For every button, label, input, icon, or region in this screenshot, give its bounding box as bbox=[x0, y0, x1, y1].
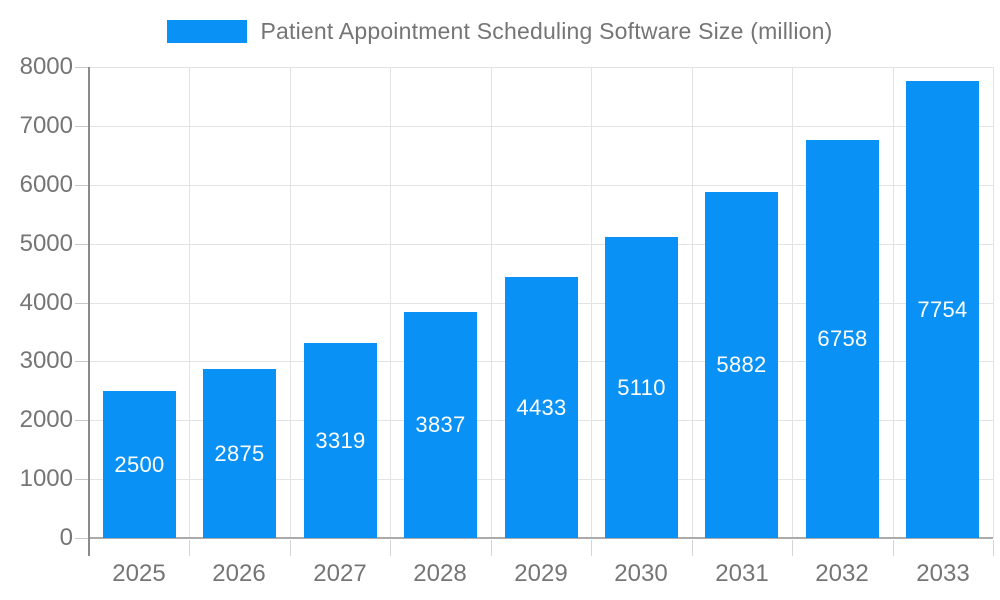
y-axis-tick bbox=[75, 185, 89, 186]
x-axis-category-label: 2030 bbox=[614, 560, 668, 587]
x-axis-tick bbox=[290, 540, 291, 556]
x-axis-category-label: 2031 bbox=[715, 560, 769, 587]
x-axis-category-label: 2028 bbox=[413, 560, 467, 587]
bar-2027[interactable]: 3319 bbox=[304, 343, 377, 538]
y-axis-tick-label: 2000 bbox=[19, 406, 73, 433]
x-gridline bbox=[692, 67, 693, 538]
x-gridline bbox=[189, 67, 190, 538]
bar-2031[interactable]: 5882 bbox=[705, 192, 778, 538]
x-gridline bbox=[993, 67, 994, 538]
x-axis-tick bbox=[591, 540, 592, 556]
y-axis-tick-label: 8000 bbox=[19, 53, 73, 80]
bar-2025[interactable]: 2500 bbox=[103, 391, 176, 538]
x-axis-category-label: 2029 bbox=[514, 560, 568, 587]
x-gridline bbox=[491, 67, 492, 538]
y-gridline bbox=[89, 185, 993, 186]
x-axis-line bbox=[89, 537, 993, 539]
bar-value-label: 3837 bbox=[415, 412, 466, 437]
x-axis-category-label: 2033 bbox=[916, 560, 970, 587]
x-axis-category-label: 2032 bbox=[815, 560, 869, 587]
x-axis-category-label: 2026 bbox=[212, 560, 266, 587]
y-axis-tick bbox=[75, 479, 89, 480]
bar-value-label: 7754 bbox=[917, 296, 968, 322]
x-gridline bbox=[390, 67, 391, 538]
bar-value-label: 2875 bbox=[214, 440, 265, 466]
y-axis-tick-label: 4000 bbox=[19, 289, 73, 316]
legend-item[interactable]: Patient Appointment Scheduling Software … bbox=[0, 18, 1000, 45]
y-axis-tick bbox=[75, 538, 89, 539]
x-axis-tick bbox=[993, 540, 994, 556]
x-axis-tick bbox=[390, 540, 391, 556]
bar-value-label: 5110 bbox=[617, 374, 666, 400]
x-axis-tick bbox=[893, 540, 894, 556]
y-axis-tick bbox=[75, 361, 89, 362]
y-axis-line bbox=[88, 67, 90, 556]
bar-2032[interactable]: 6758 bbox=[806, 140, 879, 538]
y-axis-tick-label: 1000 bbox=[19, 465, 73, 492]
y-gridline bbox=[89, 126, 993, 127]
y-axis-tick bbox=[75, 303, 89, 304]
x-gridline bbox=[792, 67, 793, 538]
bar-value-label: 3319 bbox=[315, 427, 366, 453]
x-axis-tick bbox=[189, 540, 190, 556]
y-gridline bbox=[89, 67, 993, 68]
bar-2026[interactable]: 2875 bbox=[203, 369, 276, 538]
y-gridline bbox=[89, 244, 993, 245]
bar-2029[interactable]: 4433 bbox=[505, 277, 578, 538]
x-gridline bbox=[893, 67, 894, 538]
bar-value-label: 2500 bbox=[114, 451, 165, 477]
y-axis-tick bbox=[75, 244, 89, 245]
y-axis-tick-label: 5000 bbox=[19, 230, 73, 257]
y-axis-tick bbox=[75, 67, 89, 68]
x-gridline bbox=[591, 67, 592, 538]
bar-value-label: 4433 bbox=[516, 394, 567, 420]
x-axis-tick bbox=[491, 540, 492, 556]
y-axis-tick-label: 0 bbox=[59, 524, 73, 551]
y-axis-tick bbox=[75, 126, 89, 127]
bar-value-label: 6758 bbox=[817, 326, 868, 351]
y-axis-tick-label: 7000 bbox=[19, 112, 73, 139]
bar-2033[interactable]: 7754 bbox=[906, 81, 979, 538]
y-axis-tick-label: 3000 bbox=[19, 347, 73, 374]
x-axis-tick bbox=[692, 540, 693, 556]
bar-value-label: 5882 bbox=[716, 352, 767, 377]
y-axis-tick-label: 6000 bbox=[19, 171, 73, 198]
bar-2028[interactable]: 3837 bbox=[404, 312, 477, 538]
bar-2030[interactable]: 5110 bbox=[605, 237, 678, 538]
y-axis-tick bbox=[75, 420, 89, 421]
legend-swatch bbox=[167, 20, 248, 43]
x-axis-category-label: 2027 bbox=[313, 560, 367, 587]
x-axis-tick bbox=[792, 540, 793, 556]
x-gridline bbox=[290, 67, 291, 538]
legend-label: Patient Appointment Scheduling Software … bbox=[260, 18, 833, 44]
x-axis-category-label: 2025 bbox=[112, 560, 166, 587]
